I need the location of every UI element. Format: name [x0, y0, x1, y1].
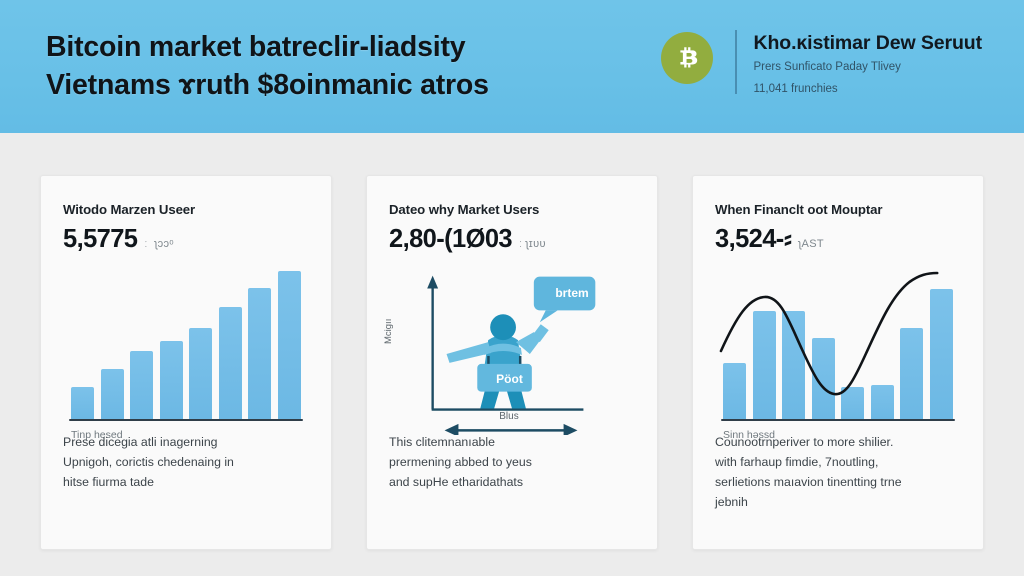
x-axis-line: [69, 418, 303, 422]
card-body-text: Counootrnperiver to more shilier. with f…: [715, 433, 965, 513]
briefcase-label: Pöot: [496, 372, 523, 387]
page-title-line-2: Vietnams ɤruth $8oinmanic atros: [46, 69, 489, 102]
page-title: Bitcoin market batreclir-liadsity Vietna…: [46, 28, 606, 104]
bar: [130, 351, 154, 420]
bar: [841, 386, 865, 420]
body-line: This clitemnanıable: [389, 435, 495, 450]
bar: [870, 385, 894, 420]
kpi-label: Dateo why Market Users: [389, 202, 540, 217]
kpi-card-monitor[interactable]: When Financlt oot Mouptar 3,524‑⸗ ʅAST: [692, 175, 984, 550]
briefcase-icon: [477, 364, 532, 393]
kpi-value: 2,80‑(1Ø03: [389, 224, 513, 253]
bar-chart-users: Tinp hesed: [63, 270, 309, 441]
kpi-suffix: ː ʅɪᴜᴜ: [519, 237, 546, 250]
x-axis-label: Blus: [499, 411, 519, 423]
kpi-value-row: 3,524‑⸗ ʅAST: [715, 224, 961, 253]
bar: [723, 363, 746, 420]
y-axis-label: Mcigıı: [383, 319, 394, 345]
bar: [929, 289, 953, 420]
card-body-text: Prese dicegia atli inagerning Upnigoh, c…: [63, 433, 313, 493]
brand-text-block: Kho.ĸistimar Dew Seruut Prers Sunficato …: [753, 30, 982, 99]
kpi-card-users[interactable]: Witodo Marzen Useer 5,5775 ː ʅɔɔᵒ Tinp: [40, 175, 332, 550]
kpi-value-row: 2,80‑(1Ø03 ː ʅɪᴜᴜ: [389, 224, 635, 253]
bar: [218, 306, 242, 420]
speech-bubble-label: brtem: [555, 286, 589, 301]
bar: [782, 311, 806, 420]
bar-series: [71, 271, 301, 420]
combo-chart-monitor: Sinn həssd: [715, 270, 961, 441]
kpi-value: 5,5775: [63, 224, 138, 253]
bar: [752, 311, 776, 420]
person-head: [490, 314, 516, 341]
bar: [900, 327, 924, 420]
body-line: and supHe etharidathats: [389, 475, 523, 490]
card-row: Witodo Marzen Useer 5,5775 ː ʅɔɔᵒ Tinp: [0, 133, 1024, 576]
figure-illustration: brtem Pöot Mcigıı Blus: [383, 270, 635, 436]
brand-subtitle-line-1: Prers Sunficato Paday Tlivey: [753, 61, 901, 74]
bitcoin-b-icon: [661, 32, 714, 84]
body-line: hitse fiurma tade: [63, 475, 154, 490]
kpi-suffix: ʅAST: [798, 237, 825, 250]
body-line: Upnigoh, corictis chedenaing in: [63, 455, 234, 470]
person-figure: [446, 314, 549, 409]
body-line: serlietions maıavion tinentting trne: [715, 475, 902, 490]
body-line: prermening abbed to yeus: [389, 455, 532, 470]
range-arrow-left: [444, 424, 459, 436]
bar: [159, 340, 183, 420]
body-line: Prese dicegia atli inagerning: [63, 435, 218, 450]
range-arrow-right: [563, 424, 578, 436]
body-line: jebnih: [715, 495, 748, 510]
brand-subtitle-line-2: 11,041 frunchies: [753, 83, 838, 95]
kpi-suffix: ː ʅɔɔᵒ: [144, 237, 174, 250]
body-line: with farhaup fimdie, 7noutling,: [715, 455, 879, 470]
y-axis-arrow: [427, 275, 439, 289]
axis-caption: Tinp hesed: [71, 429, 123, 442]
bar: [100, 369, 124, 420]
brand-name: Kho.ĸistimar Dew Seruut: [753, 32, 982, 54]
brand-block: Kho.ĸistimar Dew Seruut Prers Sunficato …: [661, 30, 982, 104]
page-header: Bitcoin market batreclir-liadsity Vietna…: [0, 0, 1024, 133]
bar: [189, 327, 213, 420]
body-line: Counootrnperiver to more shilier.: [715, 435, 894, 450]
card-body-text: This clitemnanıable prermening abbed to …: [389, 433, 639, 493]
brand-divider: [735, 30, 738, 94]
x-axis-line: [721, 418, 955, 422]
bar: [71, 386, 94, 420]
bar: [811, 337, 835, 420]
trend-curve: [719, 272, 939, 396]
kpi-value-row: 5,5775 ː ʅɔɔᵒ: [63, 224, 309, 253]
bar: [277, 271, 301, 420]
kpi-card-market[interactable]: Dateo why Market Users 2,80‑(1Ø03 ː ʅɪᴜᴜ: [366, 175, 658, 550]
bar: [248, 287, 272, 420]
bar-series: [723, 271, 953, 420]
kpi-label: When Financlt oot Mouptar: [715, 202, 883, 217]
page-title-line-1: Bitcoin market batreclir-liadsity: [46, 31, 466, 63]
kpi-value: 3,524‑⸗: [715, 224, 792, 253]
kpi-label: Witodo Marzen Useer: [63, 202, 196, 217]
axis-caption: Sinn həssd: [723, 429, 775, 442]
